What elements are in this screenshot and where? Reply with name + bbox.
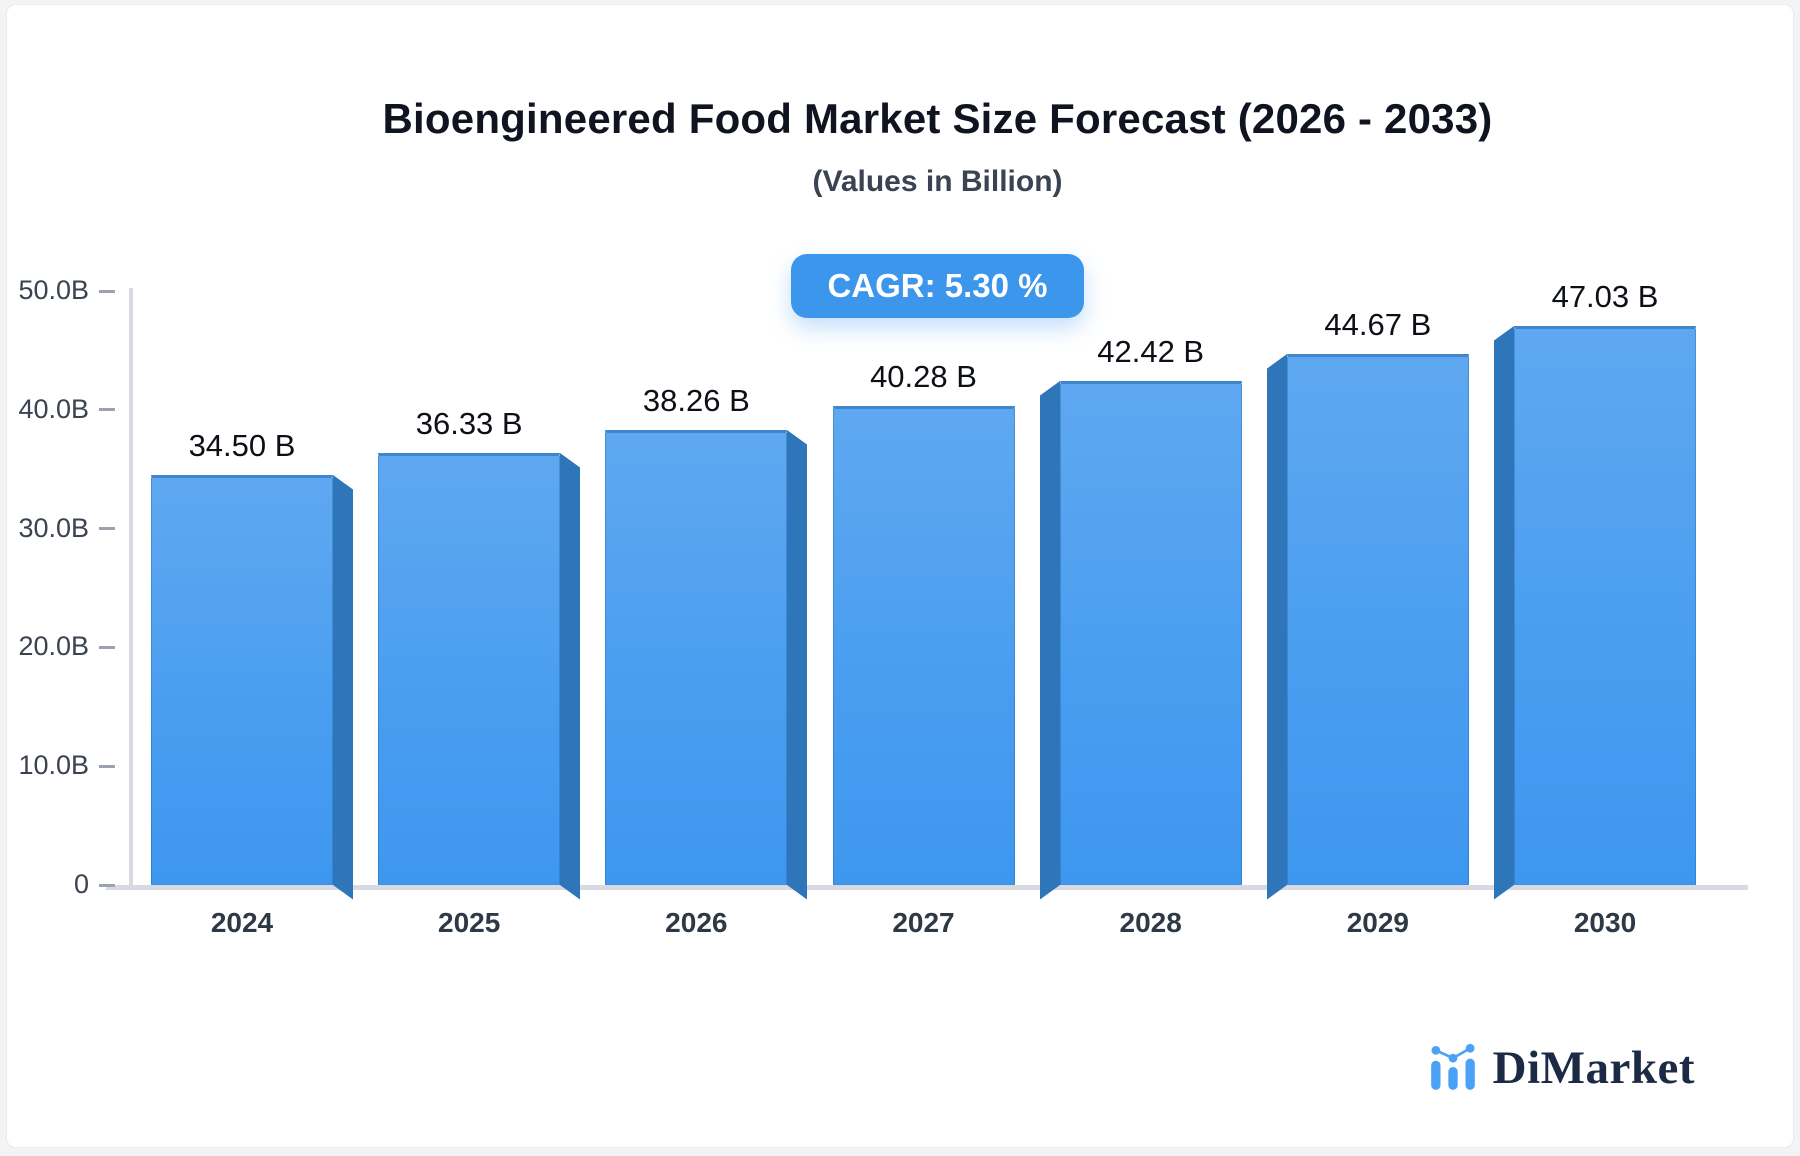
cagr-badge-wrap: CAGR: 5.30 % <box>137 254 1738 318</box>
chart-title: Bioengineered Food Market Size Forecast … <box>382 95 1493 142</box>
bar-line-chart-icon <box>1427 1042 1479 1094</box>
y-tick-mark <box>99 764 115 768</box>
bar-side-face <box>333 475 353 900</box>
x-axis-label-2024: 2024 <box>210 907 274 938</box>
bar-value-label: 47.03 B <box>1551 279 1659 315</box>
y-tick-mark <box>99 527 115 531</box>
bar-value-label: 38.26 B <box>642 383 750 419</box>
y-axis-line <box>129 288 133 890</box>
y-tick-label: 50.0B <box>18 275 89 305</box>
x-axis-label-2026: 2026 <box>665 907 728 938</box>
chart-card: Bioengineered Food Market Size Forecast … <box>6 4 1794 1148</box>
bar-2025 <box>378 453 561 885</box>
x-axis-label-2025: 2025 <box>438 907 501 938</box>
y-tick-mark <box>99 408 115 412</box>
bar-2027 <box>832 406 1015 885</box>
x-axis-label-2030: 2030 <box>1573 907 1637 938</box>
x-axis-label-2027: 2027 <box>892 907 955 938</box>
x-axis-label-2028: 2028 <box>1119 907 1182 938</box>
chart-subtitle: (Values in Billion) <box>812 165 1063 198</box>
bar-side-face <box>1494 326 1515 900</box>
cagr-badge: CAGR: 5.30 % <box>791 254 1084 318</box>
y-tick-label: 30.0B <box>18 512 89 543</box>
logo-text: DiMarket <box>1492 1042 1695 1094</box>
bar-side-face <box>1039 381 1060 900</box>
bar-2029 <box>1286 354 1469 885</box>
bar-2030 <box>1514 326 1697 885</box>
dimarket-logo: DiMarket <box>1427 1041 1695 1095</box>
chart-area: Bioengineered Food Market Size Forecast … <box>7 5 1793 1147</box>
y-tick-mark <box>99 645 115 649</box>
bar-value-label: 36.33 B <box>415 406 523 442</box>
y-tick-mark <box>99 289 115 293</box>
bar-2026 <box>605 430 788 885</box>
bar-side-face <box>1266 354 1287 900</box>
x-axis-baseline <box>106 885 1748 890</box>
y-tick-label: 40.0B <box>18 393 89 424</box>
y-tick-label: 0 <box>73 869 89 899</box>
y-tick-label: 20.0B <box>18 631 89 662</box>
y-tick-label: 10.0B <box>18 750 89 781</box>
bar-2024 <box>151 475 333 885</box>
bar-value-label: 44.67 B <box>1324 307 1432 343</box>
bar-side-face <box>787 430 808 900</box>
bar-value-label: 34.50 B <box>188 428 296 464</box>
bar-2028 <box>1059 381 1242 885</box>
y-tick-mark <box>99 883 115 887</box>
bar-value-label: 42.42 B <box>1097 334 1205 370</box>
bar-value-label: 40.28 B <box>870 359 977 395</box>
bar-side-face <box>560 453 581 900</box>
x-axis-label-2029: 2029 <box>1346 907 1409 938</box>
